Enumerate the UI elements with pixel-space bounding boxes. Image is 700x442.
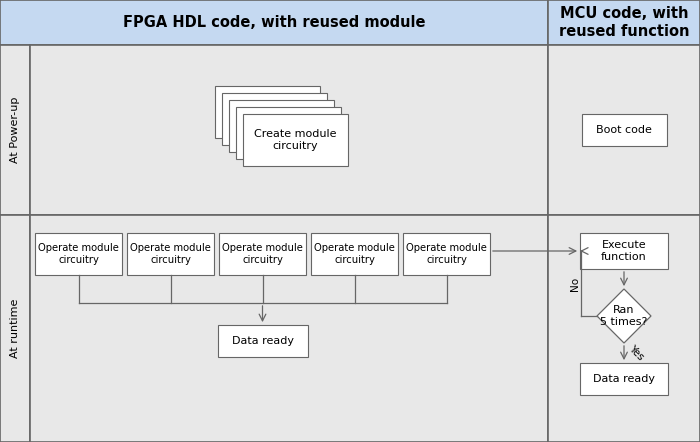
Text: Create module
circuitry: Create module circuitry	[253, 129, 336, 151]
Bar	[548, 0, 700, 45]
Bar	[30, 215, 548, 442]
Text: At runtime: At runtime	[10, 299, 20, 358]
Bar	[548, 215, 700, 442]
Text: Operate module
circuitry: Operate module circuitry	[130, 243, 211, 265]
Bar	[580, 233, 668, 269]
Text: Operate module
circuitry: Operate module circuitry	[222, 243, 303, 265]
Bar	[35, 233, 122, 275]
Bar	[228, 100, 333, 152]
Bar	[0, 45, 30, 215]
Bar	[311, 233, 398, 275]
Text: No: No	[570, 276, 580, 290]
Bar	[219, 233, 306, 275]
Text: Operate module
circuitry: Operate module circuitry	[314, 243, 395, 265]
Bar	[30, 45, 548, 215]
Bar	[242, 114, 347, 166]
Text: FPGA HDL code, with reused module: FPGA HDL code, with reused module	[122, 15, 426, 30]
Bar	[221, 93, 326, 145]
Text: Create module
circuitry: Create module circuitry	[253, 116, 309, 136]
Polygon shape	[597, 289, 651, 343]
Bar	[127, 233, 214, 275]
Bar	[580, 363, 668, 395]
Text: Data ready: Data ready	[232, 336, 293, 346]
Text: MCU code, with
reused function: MCU code, with reused function	[559, 6, 690, 39]
Text: At Power-up: At Power-up	[10, 97, 20, 163]
Text: Boot code: Boot code	[596, 125, 652, 135]
Bar	[548, 45, 700, 215]
Text: Ran
5 times?: Ran 5 times?	[601, 305, 648, 327]
Text: Data ready: Data ready	[593, 374, 655, 384]
Text: Operate module
circuitry: Operate module circuitry	[406, 243, 487, 265]
Text: Yes: Yes	[627, 343, 646, 362]
Bar	[0, 215, 30, 442]
Text: Create module
circuitry: Create module circuitry	[246, 109, 302, 129]
Text: Create module
circuitry: Create module circuitry	[260, 123, 316, 143]
Text: Operate module
circuitry: Operate module circuitry	[38, 243, 119, 265]
Bar	[0, 0, 548, 45]
Bar	[235, 107, 340, 159]
Bar	[214, 86, 319, 138]
Text: Execute
function: Execute function	[601, 240, 647, 262]
Text: Create module
circuitry: Create module circuitry	[239, 102, 295, 122]
Bar	[218, 325, 307, 357]
Bar	[582, 114, 666, 146]
Bar	[403, 233, 490, 275]
